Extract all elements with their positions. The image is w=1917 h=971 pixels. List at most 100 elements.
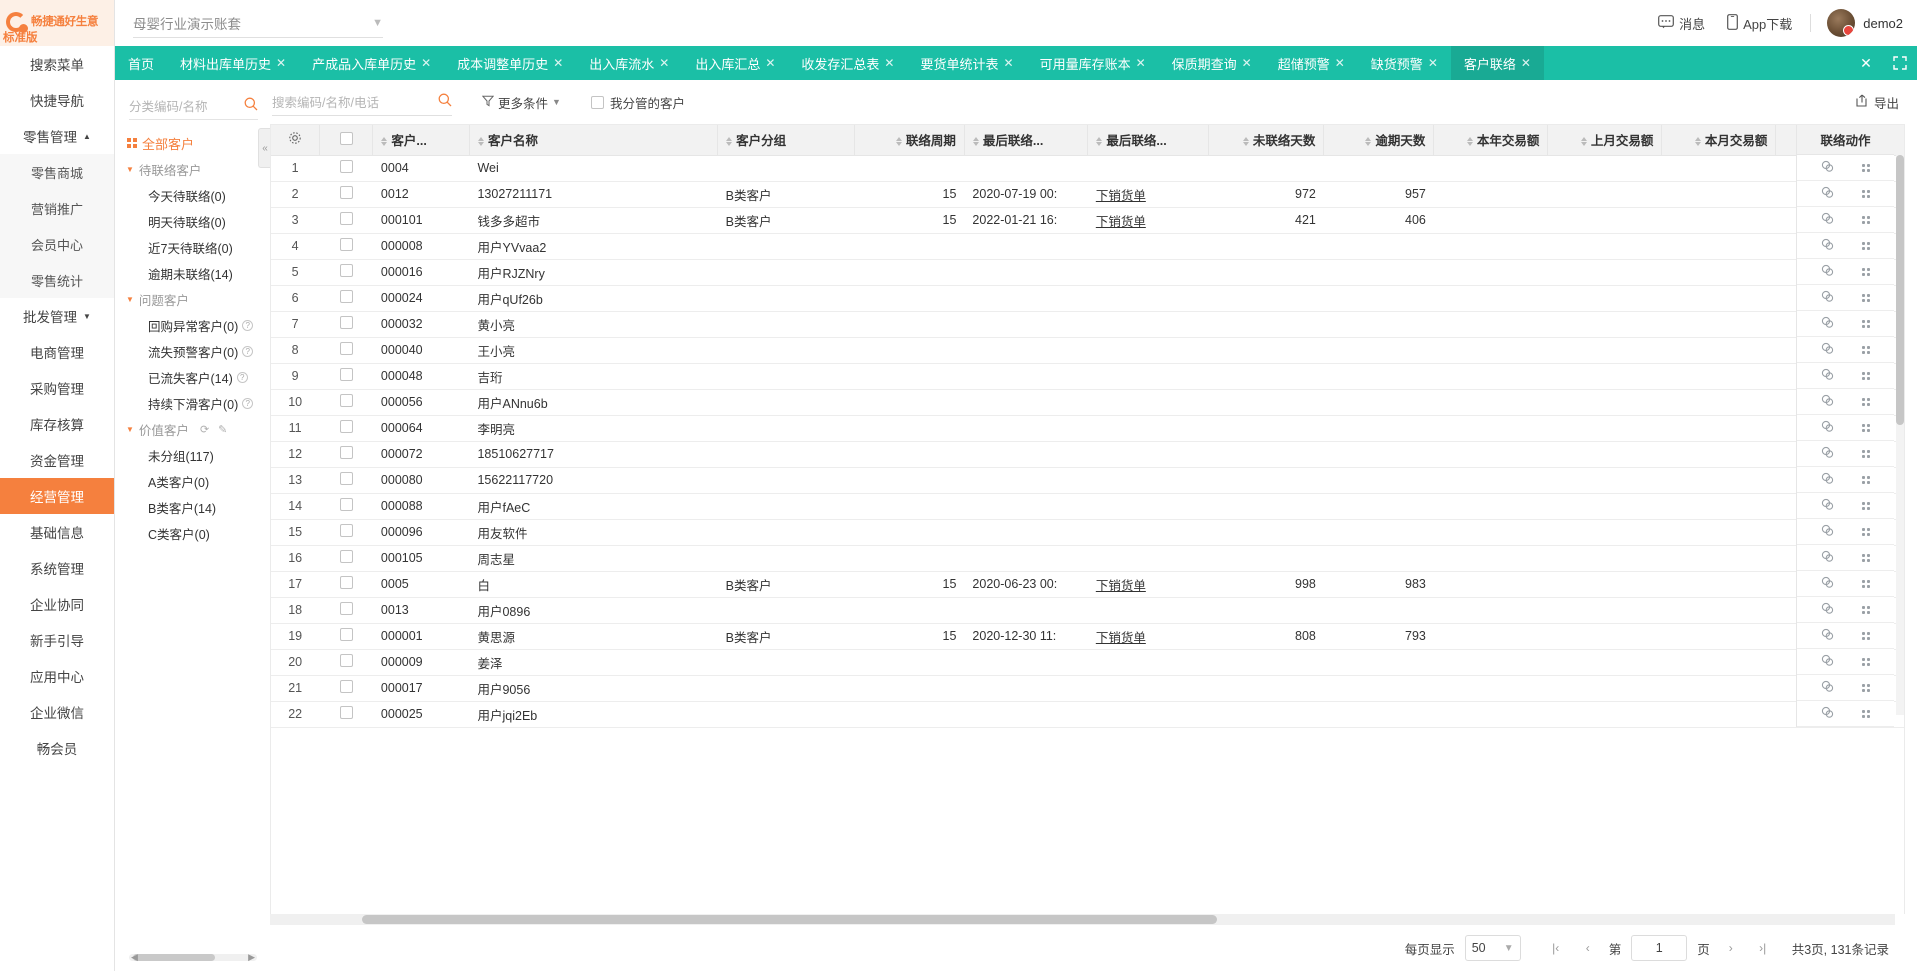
cell-last_act[interactable]	[1087, 701, 1209, 728]
sidebar-item-9[interactable]: 采购管理	[0, 370, 114, 406]
sort-icon[interactable]	[972, 137, 979, 147]
tab-8[interactable]: 可用量库存账本 ✕	[1027, 46, 1159, 80]
checkbox-icon[interactable]	[339, 394, 353, 407]
more-actions-icon[interactable]	[1862, 189, 1870, 198]
cell-last_act[interactable]	[1087, 155, 1209, 182]
column-header-name[interactable]: 客户名称	[469, 125, 719, 156]
cell-last_act[interactable]: 下销货单	[1087, 207, 1209, 234]
row-checkbox[interactable]	[319, 259, 373, 286]
table-row[interactable]: 18 0013 用户0896	[271, 597, 1904, 624]
contact-action-icon[interactable]	[1821, 264, 1834, 280]
row-checkbox[interactable]	[319, 389, 373, 416]
scrollbar-thumb[interactable]	[1896, 155, 1904, 425]
checkbox-icon[interactable]	[339, 628, 353, 641]
checkbox-icon[interactable]	[339, 368, 353, 381]
close-all-tabs-icon[interactable]: ✕	[1860, 54, 1872, 71]
row-checkbox[interactable]	[319, 155, 373, 182]
checkbox-icon[interactable]	[339, 342, 353, 355]
checkbox-icon[interactable]	[339, 264, 353, 277]
tab-7[interactable]: 要货单统计表 ✕	[907, 46, 1026, 80]
contact-action-icon[interactable]	[1821, 602, 1834, 618]
last-page-button[interactable]: ›|	[1759, 941, 1767, 955]
tab-3[interactable]: 成本调整单历史 ✕	[444, 46, 576, 80]
more-actions-icon[interactable]	[1862, 293, 1870, 302]
place-order-link[interactable]: 下销货单	[1095, 630, 1146, 645]
cell-last_act[interactable]	[1087, 337, 1209, 364]
checkbox-icon[interactable]	[339, 316, 353, 329]
help-icon[interactable]: ?	[242, 345, 254, 357]
more-actions-icon[interactable]	[1862, 163, 1870, 172]
sidebar-item-6[interactable]: 零售统计	[0, 262, 114, 298]
contact-action-icon[interactable]	[1821, 420, 1834, 436]
cell-last_act[interactable]	[1087, 311, 1209, 338]
customer-search-box[interactable]: 搜索编码/名称/电话	[272, 88, 452, 116]
contact-action-icon[interactable]	[1821, 394, 1834, 410]
contact-action-icon[interactable]	[1821, 550, 1834, 566]
more-actions-icon[interactable]	[1862, 345, 1870, 354]
sidebar-item-14[interactable]: 系统管理	[0, 550, 114, 586]
table-horizontal-scrollbar[interactable]	[270, 914, 1895, 925]
cell-last_act[interactable]	[1087, 233, 1209, 260]
contact-action-icon[interactable]	[1821, 160, 1834, 176]
collapse-tree-button[interactable]: «	[258, 128, 271, 168]
checkbox-icon[interactable]	[339, 238, 353, 251]
sidebar-item-4[interactable]: 营销推广	[0, 190, 114, 226]
contact-action-icon[interactable]	[1821, 524, 1834, 540]
account-set-selector[interactable]: 母婴行业演示账套 ▼	[133, 8, 383, 38]
cell-last_act[interactable]	[1087, 545, 1209, 572]
more-actions-icon[interactable]	[1862, 449, 1870, 458]
tree-node-0[interactable]: 全部客户	[115, 130, 270, 156]
contact-action-icon[interactable]	[1821, 680, 1834, 696]
row-checkbox[interactable]	[319, 207, 373, 234]
tab-12[interactable]: 客户联络 ✕	[1450, 46, 1544, 80]
help-icon[interactable]: ?	[242, 319, 254, 331]
tree-node-10[interactable]: 持续下滑客户(0)?	[115, 390, 270, 416]
row-checkbox[interactable]	[319, 597, 373, 624]
tree-node-4[interactable]: 近7天待联络(0)	[115, 234, 270, 260]
sidebar-item-11[interactable]: 资金管理	[0, 442, 114, 478]
row-checkbox[interactable]	[319, 493, 373, 520]
search-icon[interactable]	[438, 93, 452, 110]
cell-last_act[interactable]: 下销货单	[1087, 181, 1209, 208]
tree-node-5[interactable]: 逾期未联络(14)	[115, 260, 270, 286]
sidebar-item-8[interactable]: 电商管理	[0, 334, 114, 370]
close-icon[interactable]: ✕	[765, 56, 776, 70]
checkbox-icon[interactable]	[339, 186, 353, 199]
tree-node-15[interactable]: C类客户(0)	[115, 520, 270, 546]
help-icon[interactable]: ?	[236, 371, 248, 383]
column-header-gear[interactable]	[271, 125, 320, 156]
checkbox-icon[interactable]	[339, 550, 353, 563]
row-checkbox[interactable]	[319, 441, 373, 468]
sidebar-item-5[interactable]: 会员中心	[0, 226, 114, 262]
sidebar-item-19[interactable]: 畅会员	[0, 730, 114, 766]
page-number-input[interactable]: 1	[1631, 935, 1688, 961]
more-actions-icon[interactable]	[1862, 631, 1870, 640]
checkbox-icon[interactable]	[339, 290, 353, 303]
row-checkbox[interactable]	[319, 181, 373, 208]
tab-10[interactable]: 超储预警 ✕	[1265, 46, 1358, 80]
checkbox-icon[interactable]	[339, 602, 353, 615]
row-checkbox[interactable]	[319, 233, 373, 260]
contact-action-icon[interactable]	[1821, 212, 1834, 228]
more-actions-icon[interactable]	[1862, 709, 1870, 718]
checkbox-icon[interactable]	[339, 160, 353, 173]
table-row[interactable]: 19 000001 黄思源 B类客户 15 2020-12-30 11: 下销货单 808 79…	[271, 623, 1904, 650]
column-header-group[interactable]: 客户分组	[717, 125, 855, 156]
sort-icon[interactable]	[1365, 137, 1372, 147]
sidebar-item-18[interactable]: 企业微信	[0, 694, 114, 730]
cell-last_act[interactable]	[1087, 441, 1209, 468]
more-actions-icon[interactable]	[1862, 371, 1870, 380]
place-order-link[interactable]: 下销货单	[1095, 214, 1146, 229]
column-header-cycle[interactable]: 联络周期	[854, 125, 965, 156]
row-checkbox[interactable]	[319, 571, 373, 598]
contact-action-icon[interactable]	[1821, 186, 1834, 202]
tree-node-1[interactable]: ▼ 待联络客户	[115, 156, 270, 182]
tree-node-14[interactable]: B类客户(14)	[115, 494, 270, 520]
edit-icon[interactable]: ✎	[218, 423, 228, 436]
cell-last_act[interactable]	[1087, 649, 1209, 676]
sort-icon[interactable]	[1466, 137, 1473, 147]
contact-action-icon[interactable]	[1821, 706, 1834, 722]
tree-node-6[interactable]: ▼ 问题客户	[115, 286, 270, 312]
close-icon[interactable]: ✕	[553, 56, 564, 70]
